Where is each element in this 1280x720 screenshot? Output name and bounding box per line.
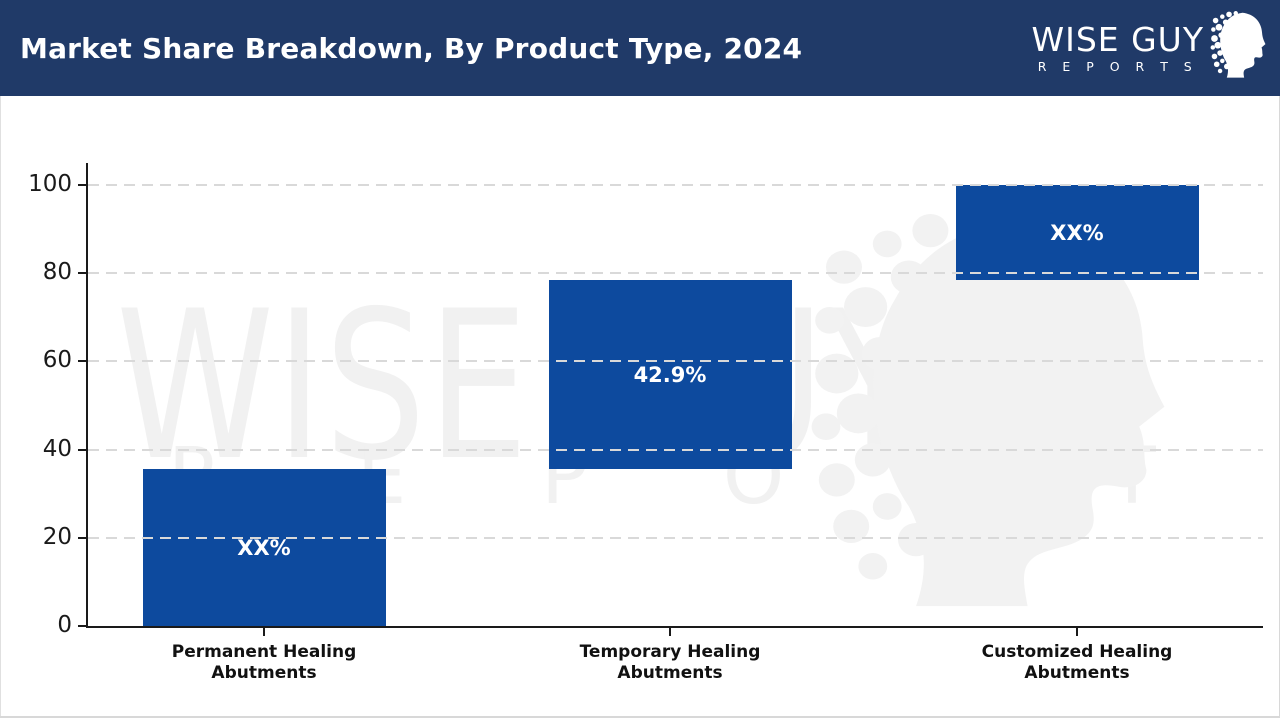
y-tick-label: 40 <box>42 435 72 462</box>
face-profile-dots-icon <box>1210 11 1266 78</box>
y-tick-mark <box>78 536 86 539</box>
x-category-label: Temporary Healing Abutments <box>579 642 761 683</box>
header: Market Share Breakdown, By Product Type,… <box>0 0 1280 96</box>
y-tick-label: 100 <box>28 171 72 197</box>
x-tick-mark <box>1076 628 1078 636</box>
logo: WISE GUY R E P O R T S <box>1031 8 1266 88</box>
logo-wordmark: WISE GUY <box>1031 19 1204 59</box>
y-tick-mark <box>78 272 86 275</box>
x-tick-mark <box>263 628 265 636</box>
bar-segment <box>548 280 792 470</box>
y-axis-line <box>86 163 88 628</box>
x-tick-mark <box>669 628 671 636</box>
bar-value-label: 42.9% <box>633 362 707 387</box>
y-tick-label: 80 <box>42 259 72 286</box>
y-tick-mark <box>78 448 86 451</box>
gridline <box>88 536 1263 539</box>
chart-area: WISE GUY R E P O R T S XX% 42.9% XX% 0 20 40 6… <box>0 96 1280 720</box>
bar-segment <box>142 469 386 626</box>
left-edge-hairline <box>0 96 1 718</box>
y-tick-mark <box>78 360 86 363</box>
y-tick-mark <box>78 184 86 186</box>
x-category-label: Customized Healing Abutments <box>981 642 1173 683</box>
gridline <box>88 360 1263 363</box>
bar-value-label: XX% <box>1050 220 1104 245</box>
logo-reports-label: R E P O R T S <box>1037 58 1198 74</box>
gridline <box>88 448 1263 451</box>
x-axis-line <box>86 626 1263 628</box>
bar-value-label: XX% <box>237 535 291 560</box>
y-tick-label: 0 <box>57 612 72 638</box>
x-category-label: Permanent Healing Abutments <box>171 642 357 683</box>
y-tick-mark <box>78 625 86 627</box>
bar-segment <box>955 185 1199 281</box>
gridline <box>88 184 1263 186</box>
gridline <box>88 272 1263 275</box>
bottom-edge-hairline <box>0 716 1280 718</box>
y-tick-label: 60 <box>42 347 72 374</box>
logo-text: WISE GUY R E P O R T S <box>1031 23 1204 74</box>
y-tick-label: 20 <box>42 523 72 550</box>
watermark-face-profile-dots-icon <box>811 214 1165 607</box>
page-title: Market Share Breakdown, By Product Type,… <box>20 31 803 65</box>
